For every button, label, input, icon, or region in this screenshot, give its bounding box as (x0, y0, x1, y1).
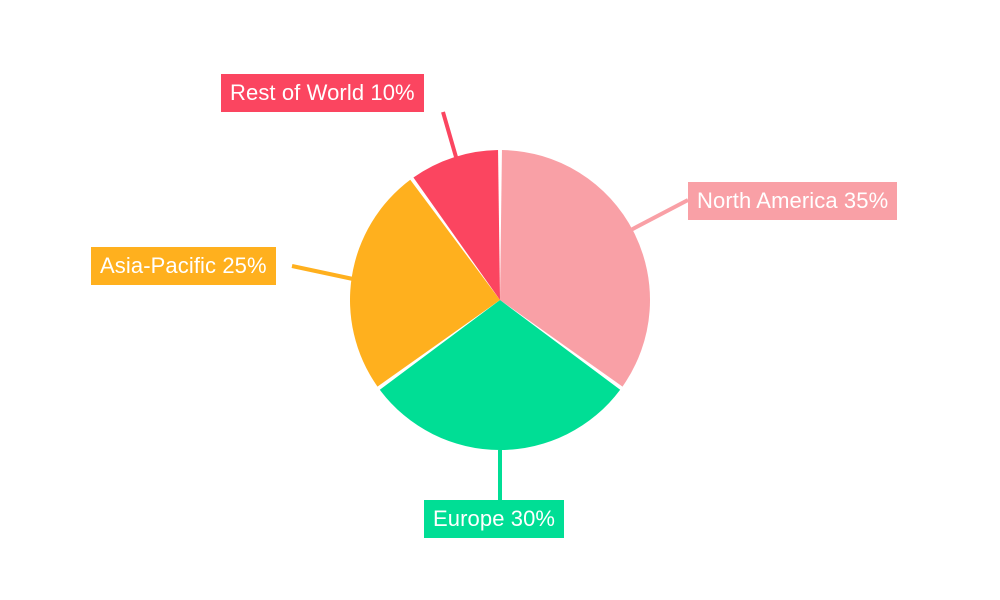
leader-line-north-america (626, 198, 689, 234)
leader-line-asia-pacific (291, 264, 354, 281)
pie-slice-north-america[interactable] (500, 150, 651, 387)
pie-slice-rest-of-world[interactable] (413, 150, 500, 300)
leader-line-group (291, 111, 689, 500)
pie-label-europe: Europe 30% (424, 500, 565, 538)
pie-slice-group (349, 150, 651, 451)
pie-label-north-america: North America 35% (688, 182, 898, 220)
pie-label-asia-pacific: Asia-Pacific 25% (91, 247, 276, 285)
pie-slice-europe[interactable] (379, 300, 621, 451)
pie-label-rest-of-world: Rest of World 10% (221, 74, 424, 112)
leader-line-rest-of-world (441, 111, 458, 158)
pie-slice-asia-pacific[interactable] (349, 179, 500, 387)
